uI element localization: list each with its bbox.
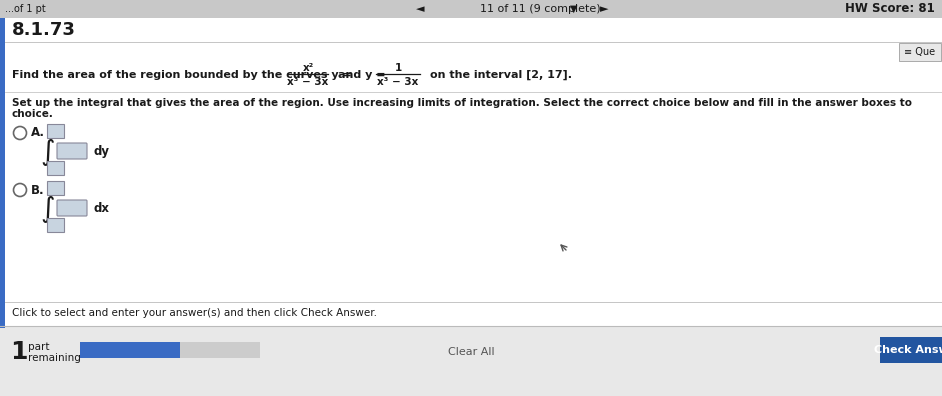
Text: Set up the integral that gives the area of the region. Use increasing limits of : Set up the integral that gives the area …: [12, 98, 912, 108]
FancyBboxPatch shape: [57, 200, 87, 216]
Text: dy: dy: [94, 145, 110, 158]
Text: x³ − 3x: x³ − 3x: [287, 77, 329, 87]
FancyBboxPatch shape: [899, 43, 941, 61]
Text: A.: A.: [31, 126, 45, 139]
FancyBboxPatch shape: [80, 342, 180, 358]
Text: on the interval [2, 17].: on the interval [2, 17].: [430, 70, 572, 80]
Text: ∫: ∫: [41, 138, 56, 166]
Text: ∫: ∫: [41, 195, 56, 223]
Text: ◄: ◄: [415, 4, 424, 14]
FancyBboxPatch shape: [0, 326, 942, 396]
FancyBboxPatch shape: [46, 160, 63, 175]
Text: B.: B.: [31, 183, 44, 196]
Text: Check Answ: Check Answ: [873, 345, 942, 355]
Text: 8.1.73: 8.1.73: [12, 21, 76, 39]
Text: HW Score: 81: HW Score: 81: [845, 2, 935, 15]
FancyBboxPatch shape: [80, 342, 260, 358]
Text: x³ − 3x: x³ − 3x: [378, 77, 418, 87]
Text: ►: ►: [600, 4, 609, 14]
Text: 11 of 11 (9 complete): 11 of 11 (9 complete): [479, 4, 600, 14]
FancyBboxPatch shape: [0, 18, 5, 328]
FancyBboxPatch shape: [57, 143, 87, 159]
Text: and y =: and y =: [338, 70, 385, 80]
Text: remaining: remaining: [28, 353, 81, 363]
Text: dx: dx: [94, 202, 110, 215]
Text: ...of 1 pt: ...of 1 pt: [5, 4, 46, 14]
Text: Find the area of the region bounded by the curves y =: Find the area of the region bounded by t…: [12, 70, 351, 80]
FancyBboxPatch shape: [0, 0, 942, 18]
FancyBboxPatch shape: [0, 18, 942, 328]
FancyBboxPatch shape: [46, 181, 63, 194]
Text: part: part: [28, 342, 50, 352]
Text: x²: x²: [302, 63, 314, 73]
Text: ▼: ▼: [570, 4, 577, 14]
Text: Click to select and enter your answer(s) and then click Check Answer.: Click to select and enter your answer(s)…: [12, 308, 377, 318]
Text: 1: 1: [395, 63, 401, 73]
FancyBboxPatch shape: [46, 217, 63, 232]
FancyBboxPatch shape: [0, 370, 942, 396]
FancyBboxPatch shape: [46, 124, 63, 137]
Text: Clear All: Clear All: [447, 347, 495, 357]
FancyBboxPatch shape: [880, 337, 942, 363]
Text: 1: 1: [10, 340, 27, 364]
Text: choice.: choice.: [12, 109, 54, 119]
Text: ≡ Que: ≡ Que: [904, 47, 935, 57]
